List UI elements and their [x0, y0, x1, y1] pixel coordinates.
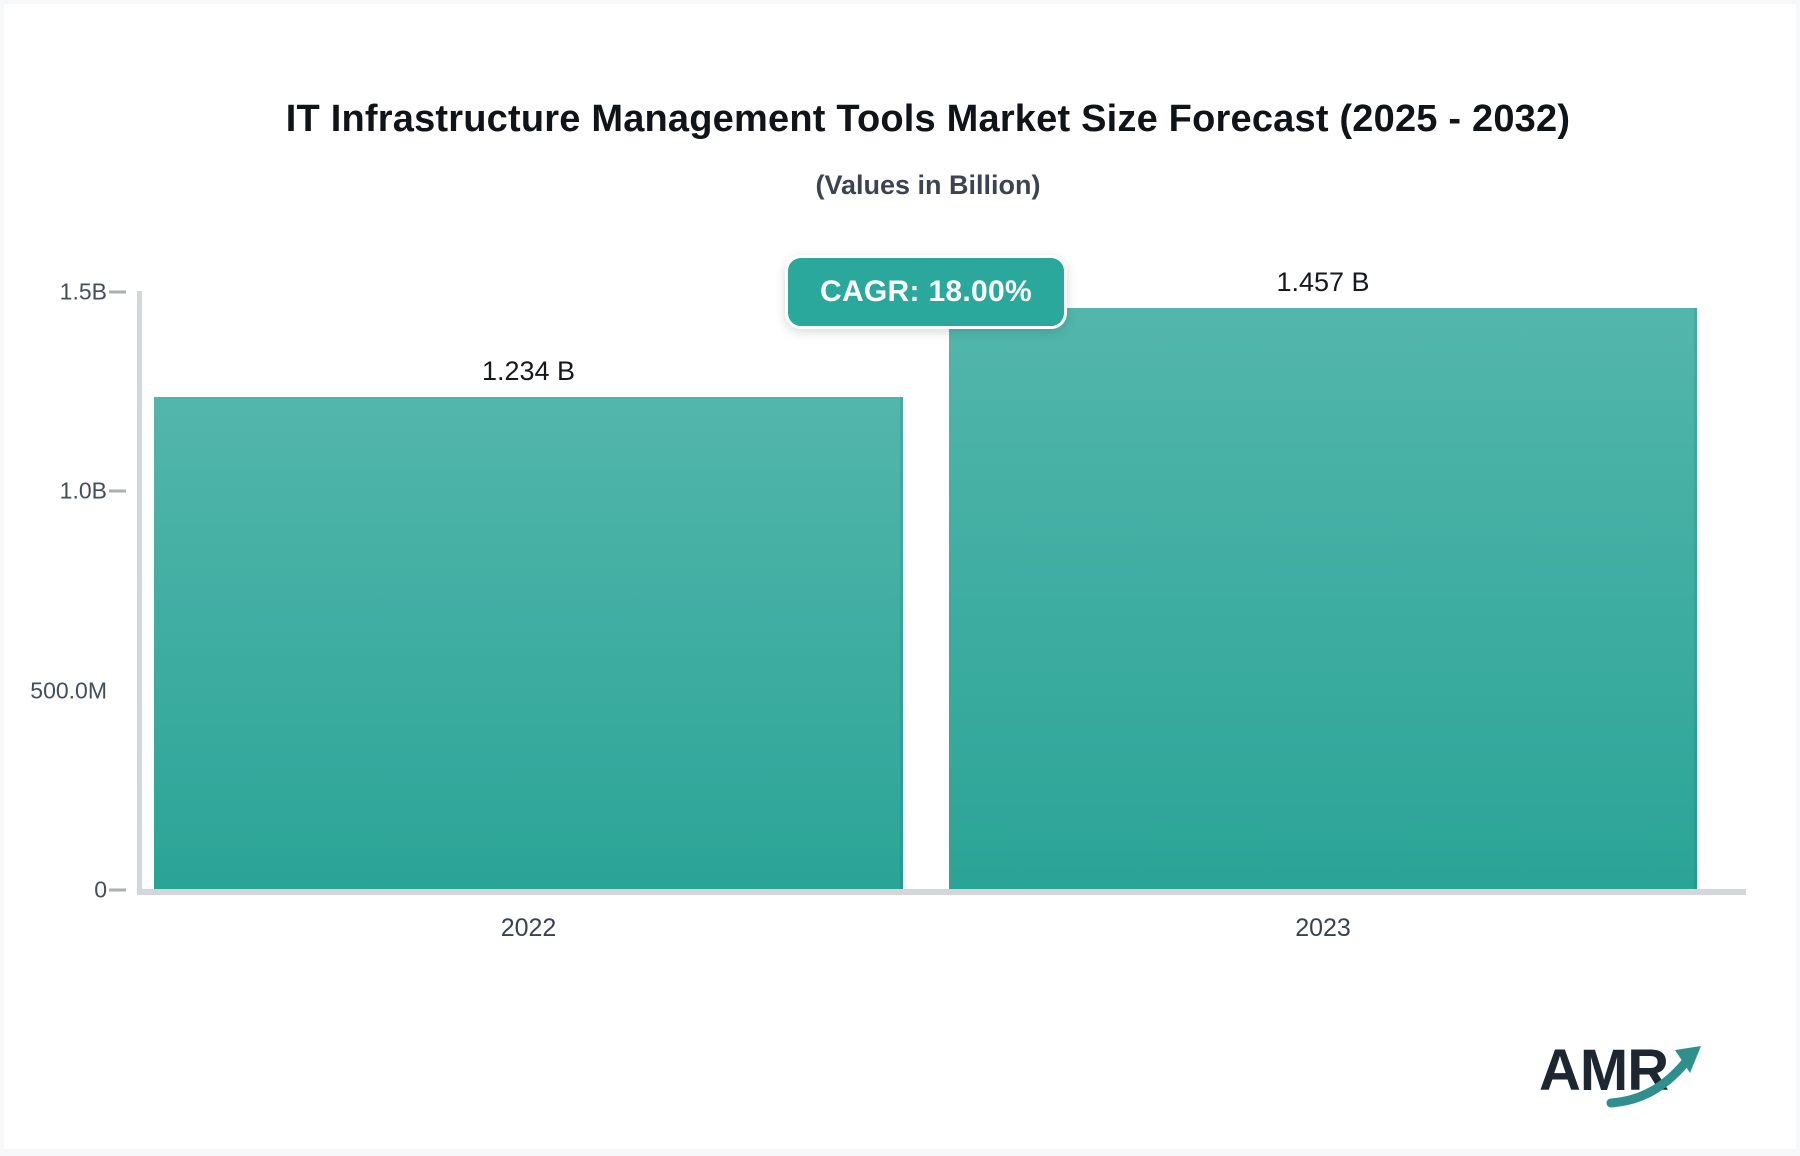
y-axis-tick-mark	[109, 888, 126, 892]
x-axis-label: 2023	[1295, 914, 1351, 942]
chart-subtitle: (Values in Billion)	[815, 170, 1041, 200]
bar-2023	[949, 308, 1697, 889]
y-axis-tick-label: 0	[94, 876, 107, 903]
growth-arrow-icon	[1606, 1046, 1701, 1108]
bar-2022	[154, 397, 903, 889]
cagr-badge: CAGR: 18.00%	[785, 255, 1067, 329]
y-axis-tick-mark	[109, 489, 126, 493]
plot-area: 1.5B 1.0B 500.0M 0 1.234 B 2022 1.457 B 2023	[30, 267, 1746, 942]
y-axis-tick-label: 1.0B	[59, 477, 107, 504]
y-axis-tick-mark	[109, 290, 126, 294]
chart-card: IT Infrastructure Management Tools Marke…	[4, 4, 1796, 1149]
bar-value-label: 1.457 B	[1276, 267, 1370, 298]
cagr-badge-label: CAGR: 18.00%	[819, 275, 1032, 308]
y-axis-tick-label: 500.0M	[30, 677, 107, 704]
y-axis-tick-label: 1.5B	[59, 278, 107, 305]
x-axis-line	[137, 889, 1746, 895]
bar-value-label: 1.234 B	[481, 356, 576, 387]
chart-title: IT Infrastructure Management Tools Marke…	[285, 98, 1571, 140]
x-axis-label: 2022	[500, 914, 557, 942]
amr-logo: AMR	[1539, 1042, 1719, 1112]
y-axis-line	[137, 291, 142, 895]
